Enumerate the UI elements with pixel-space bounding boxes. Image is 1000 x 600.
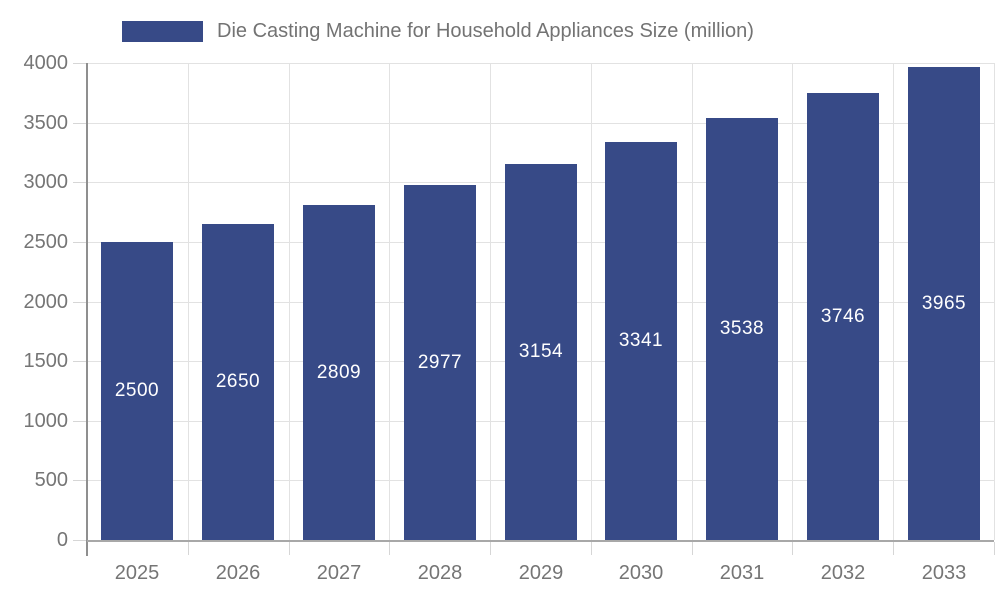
- category-gridline: [389, 63, 390, 540]
- category-gridline: [490, 63, 491, 540]
- bar-2028: 2977: [404, 185, 476, 540]
- x-axis-label: 2031: [719, 562, 765, 584]
- bar-2025: 2500: [101, 242, 173, 540]
- x-axis-label: 2032: [820, 562, 866, 584]
- y-axis-tick: [73, 123, 87, 124]
- y-axis-tick: [73, 242, 87, 243]
- y-axis-tick: [73, 63, 87, 64]
- bar-2026: 2650: [202, 224, 274, 540]
- bar-value-label: 3341: [618, 330, 664, 351]
- x-axis-tick: [591, 542, 592, 555]
- bar-value-label: 2809: [316, 361, 362, 383]
- bar-value-label: 3154: [518, 341, 564, 362]
- category-gridline: [792, 63, 793, 540]
- x-axis-label: 2030: [618, 562, 664, 584]
- bar-2033: 3965: [908, 67, 980, 540]
- y-axis-line: [86, 63, 88, 556]
- bar-2029: 3154: [505, 164, 577, 540]
- bar-2031: 3538: [706, 118, 778, 540]
- y-axis-label: 2500: [23, 231, 69, 253]
- category-gridline: [893, 63, 894, 540]
- x-axis-tick: [490, 542, 491, 555]
- bar-2027: 2809: [303, 205, 375, 540]
- legend-swatch: [122, 20, 203, 42]
- category-gridline: [692, 63, 693, 540]
- y-axis-label: 3500: [23, 112, 69, 134]
- category-gridline: [994, 63, 995, 540]
- y-gridline: [87, 123, 994, 124]
- x-axis-tick: [188, 542, 189, 555]
- bar-value-label: 2977: [417, 351, 463, 373]
- y-axis-tick: [73, 480, 87, 481]
- y-axis-tick: [73, 302, 87, 303]
- x-axis-tick: [792, 542, 793, 555]
- y-axis-label: 1500: [23, 350, 69, 372]
- x-axis-label: 2027: [316, 562, 362, 584]
- bar-value-label: 2650: [215, 371, 261, 392]
- bar-value-label: 2500: [114, 380, 160, 401]
- y-axis-label: 3000: [23, 171, 69, 193]
- x-axis-tick: [994, 542, 995, 555]
- legend-label: Die Casting Machine for Household Applia…: [217, 19, 754, 42]
- bar-2030: 3341: [605, 142, 677, 540]
- y-gridline: [87, 63, 994, 64]
- bar-2032: 3746: [807, 93, 879, 540]
- x-axis-label: 2033: [921, 562, 967, 584]
- x-axis-tick: [893, 542, 894, 555]
- category-gridline: [188, 63, 189, 540]
- y-axis-tick: [73, 540, 87, 541]
- y-axis-label: 1000: [23, 410, 69, 432]
- x-axis-tick: [289, 542, 290, 555]
- chart-legend: Die Casting Machine for Household Applia…: [122, 15, 754, 47]
- y-axis-tick: [73, 182, 87, 183]
- category-gridline: [289, 63, 290, 540]
- y-axis-label: 0: [56, 529, 68, 551]
- category-gridline: [591, 63, 592, 540]
- y-axis-label: 2000: [23, 291, 69, 313]
- x-axis-tick: [389, 542, 390, 555]
- y-axis-tick: [73, 361, 87, 362]
- y-axis-tick: [73, 421, 87, 422]
- bar-value-label: 3746: [820, 305, 866, 327]
- x-axis-line: [87, 540, 994, 542]
- y-axis-label: 4000: [23, 52, 69, 74]
- x-axis-label: 2025: [114, 562, 160, 584]
- bar-value-label: 3965: [921, 292, 967, 314]
- x-axis-tick: [692, 542, 693, 555]
- bar-value-label: 3538: [719, 318, 765, 339]
- y-axis-label: 500: [34, 469, 68, 491]
- x-axis-label: 2026: [215, 562, 261, 584]
- x-axis-label: 2028: [417, 562, 463, 584]
- x-axis-label: 2029: [518, 562, 564, 584]
